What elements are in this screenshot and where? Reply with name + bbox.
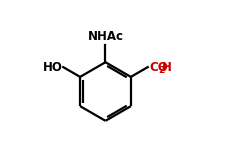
Text: H: H (161, 61, 171, 74)
Text: CO: CO (149, 61, 168, 74)
Text: 2: 2 (158, 66, 164, 75)
Text: NHAc: NHAc (87, 30, 123, 43)
Text: HO: HO (43, 61, 63, 74)
